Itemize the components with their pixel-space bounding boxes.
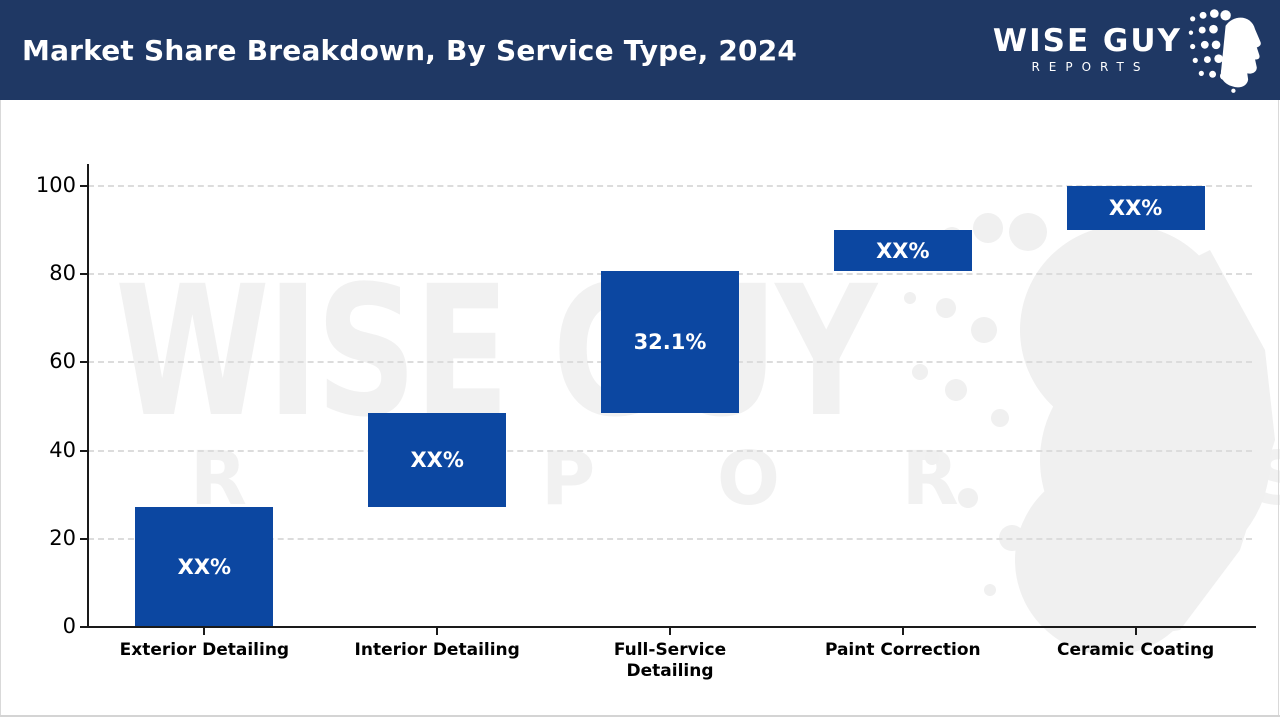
bar-value-label: 32.1% [633,329,707,354]
y-axis-tick-label: 40 [49,437,76,462]
x-axis-category-label: Ceramic Coating [1056,640,1215,660]
x-axis-tick [203,628,206,635]
y-axis-tick [80,361,87,364]
wiseguy-logo-text: WISE GUY REPORTS [993,25,1182,75]
bar-segment: XX% [1066,186,1205,231]
page-title: Market Share Breakdown, By Service Type,… [22,33,798,67]
y-axis-tick-label: 20 [49,525,76,550]
y-axis-tick-label: 100 [35,173,76,197]
x-axis-tick [669,628,671,635]
x-axis-category-label: Exterior Detailing [119,640,290,660]
x-axis-tick [901,628,904,635]
bar-value-label: XX% [410,448,464,473]
logo-wordmark: WISE GUY [992,23,1182,59]
bar-value-label: XX% [1108,196,1163,221]
y-axis-tick [80,449,87,452]
y-axis-tick-label: 80 [49,261,76,286]
y-axis-tick [80,626,87,628]
bar-segment: XX% [368,412,507,508]
bar-segment: XX% [833,230,972,272]
x-axis-category-label: Interior Detailing [354,640,520,660]
footer-divider [0,715,1280,717]
x-axis-line [87,626,1256,628]
gridline [88,185,1252,187]
x-axis-category-label: Paint Correction [824,640,981,660]
x-axis-tick [1134,628,1137,635]
bar-segment: 32.1% [601,271,739,413]
watermark-face-icon [904,213,1275,655]
gridline [88,537,1252,540]
x-axis-tick [436,628,439,635]
gridline [88,449,1252,452]
logo-subtext: REPORTS [1031,60,1150,74]
y-axis-tick [80,185,87,187]
x-axis-category-label: Full-Service Detailing [613,640,727,681]
wiseguy-logo: WISE GUY REPORTS [993,0,1262,100]
bar-value-label: XX% [177,555,232,580]
y-axis-line [87,164,89,628]
wiseguy-logo-face-icon [1188,9,1261,93]
y-axis-tick [80,537,87,540]
bar-segment: XX% [135,507,274,627]
header-bar: Market Share Breakdown, By Service Type,… [0,0,1280,100]
y-axis-tick [80,273,87,276]
y-axis-tick-label: 60 [49,349,76,374]
y-axis-tick-label: 0 [62,614,76,638]
bar-value-label: XX% [876,238,930,263]
